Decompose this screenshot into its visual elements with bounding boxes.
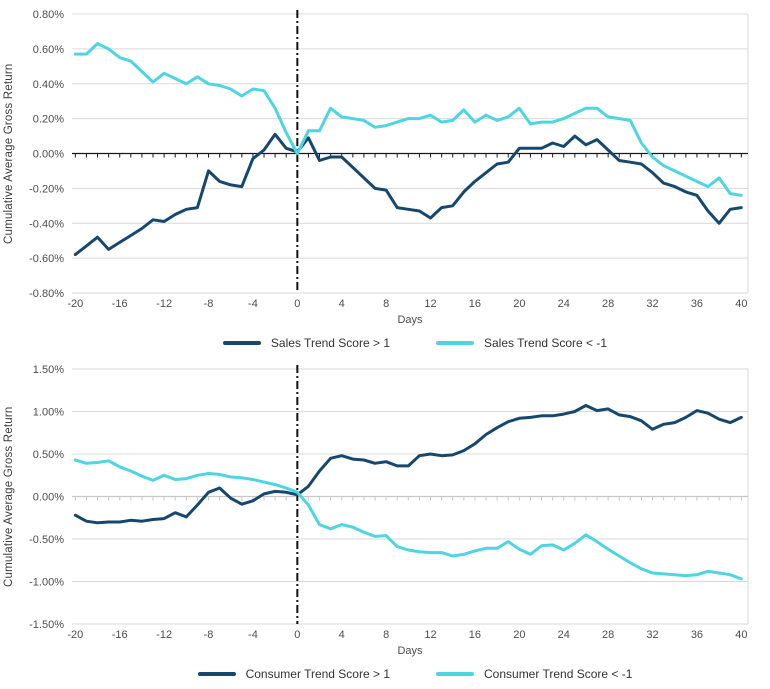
x-tick-label: 12 <box>424 298 436 310</box>
y-tick-label: -0.40% <box>29 218 64 230</box>
y-tick-label: -0.50% <box>29 534 64 546</box>
x-tick-label: 8 <box>383 298 389 310</box>
x-tick-label: 24 <box>558 298 570 310</box>
x-tick-label: 28 <box>602 629 614 641</box>
x-tick-label: 4 <box>339 298 345 310</box>
x-tick-label: 36 <box>691 298 703 310</box>
y-tick-label: 0.60% <box>33 44 64 56</box>
series-line-0 <box>73 404 743 525</box>
series-line-1 <box>73 458 743 581</box>
legend-item-sales-negative: Sales Trend Score < -1 <box>436 336 607 350</box>
x-tick-label: 20 <box>513 629 525 641</box>
consumer-legend: Consumer Trend Score > 1 Consumer Trend … <box>30 666 770 682</box>
y-axis-title-consumer: Cumulative Average Gross Return <box>3 406 15 587</box>
x-tick-label: 40 <box>735 629 747 641</box>
x-tick-label: 16 <box>469 629 481 641</box>
x-tick-label: 24 <box>558 629 570 641</box>
x-tick-label: 28 <box>602 298 614 310</box>
y-axis-title-sales: Cumulative Average Gross Return <box>3 63 15 244</box>
x-tick-label: 0 <box>294 298 300 310</box>
legend-swatch-cyan-icon <box>436 672 474 676</box>
y-tick-label: -1.50% <box>29 619 64 631</box>
y-tick-label: -0.20% <box>29 183 64 195</box>
consumer-trend-chart-section: Cumulative Average Gross Return 1.50% 1.0… <box>0 354 770 682</box>
x-tick-label: 32 <box>646 629 658 641</box>
y-tick-label: 0.00% <box>33 149 64 161</box>
series-line-1 <box>73 42 743 197</box>
x-tick-label: -8 <box>204 298 214 310</box>
x-tick-label: 36 <box>691 629 703 641</box>
legend-swatch-navy-icon <box>197 672 236 676</box>
y-tick-label: 1.50% <box>33 364 64 376</box>
legend-item-consumer-positive: Consumer Trend Score > 1 <box>197 667 390 681</box>
x-tick-label: -8 <box>204 629 214 641</box>
x-tick-label: 40 <box>735 298 747 310</box>
x-tick-label: -16 <box>112 629 128 641</box>
legend-item-sales-positive: Sales Trend Score > 1 <box>222 336 390 350</box>
y-tick-label: 0.00% <box>33 492 64 504</box>
legend-label: Consumer Trend Score < -1 <box>484 667 633 681</box>
legend-item-consumer-negative: Consumer Trend Score < -1 <box>436 667 632 681</box>
legend-label: Sales Trend Score < -1 <box>484 336 608 350</box>
legend-swatch-navy-icon <box>222 341 261 345</box>
y-tick-label: -0.80% <box>29 288 64 300</box>
sales-trend-line-chart: 0.80% 0.60% 0.40% 0.20% 0.00% -0.20% -0.40% -0.… <box>29 9 749 310</box>
legend-label: Sales Trend Score > 1 <box>270 336 390 350</box>
y-tick-label: 0.50% <box>33 449 64 461</box>
consumer-trend-line-chart: 1.50% 1.00% 0.50% 0.00% -0.50% -1.00% -1.50%-2… <box>29 364 749 641</box>
x-axis-title-consumer: Days <box>397 645 423 657</box>
x-tick-label: 32 <box>646 298 658 310</box>
x-tick-label: -12 <box>156 298 172 310</box>
y-tick-label: -0.60% <box>29 253 64 265</box>
x-tick-label: 12 <box>424 629 436 641</box>
x-tick-label: 16 <box>469 298 481 310</box>
x-tick-label: 0 <box>294 629 300 641</box>
x-tick-label: 4 <box>339 629 345 641</box>
legend-label: Consumer Trend Score > 1 <box>245 667 390 681</box>
x-tick-label: -4 <box>248 298 258 310</box>
y-tick-label: 0.40% <box>33 79 64 91</box>
sales-trend-chart-section: Cumulative Average Gross Return 0.80% 0.6… <box>3 9 770 351</box>
y-tick-label: -1.00% <box>29 577 64 589</box>
x-tick-label: 20 <box>513 298 525 310</box>
y-tick-label: 0.20% <box>33 114 64 126</box>
sales-legend: Sales Trend Score > 1 Sales Trend Score … <box>30 335 770 351</box>
x-tick-label: 8 <box>383 629 389 641</box>
legend-swatch-cyan-icon <box>436 341 474 345</box>
x-tick-label: -12 <box>156 629 172 641</box>
x-tick-label: -20 <box>67 298 83 310</box>
x-tick-label: -16 <box>112 298 128 310</box>
y-tick-label: 0.80% <box>33 9 64 21</box>
x-axis-title-sales: Days <box>397 314 423 326</box>
series-line-0 <box>73 132 743 257</box>
x-tick-label: -4 <box>248 629 258 641</box>
x-tick-label: -20 <box>67 629 83 641</box>
y-tick-label: 1.00% <box>33 407 64 419</box>
